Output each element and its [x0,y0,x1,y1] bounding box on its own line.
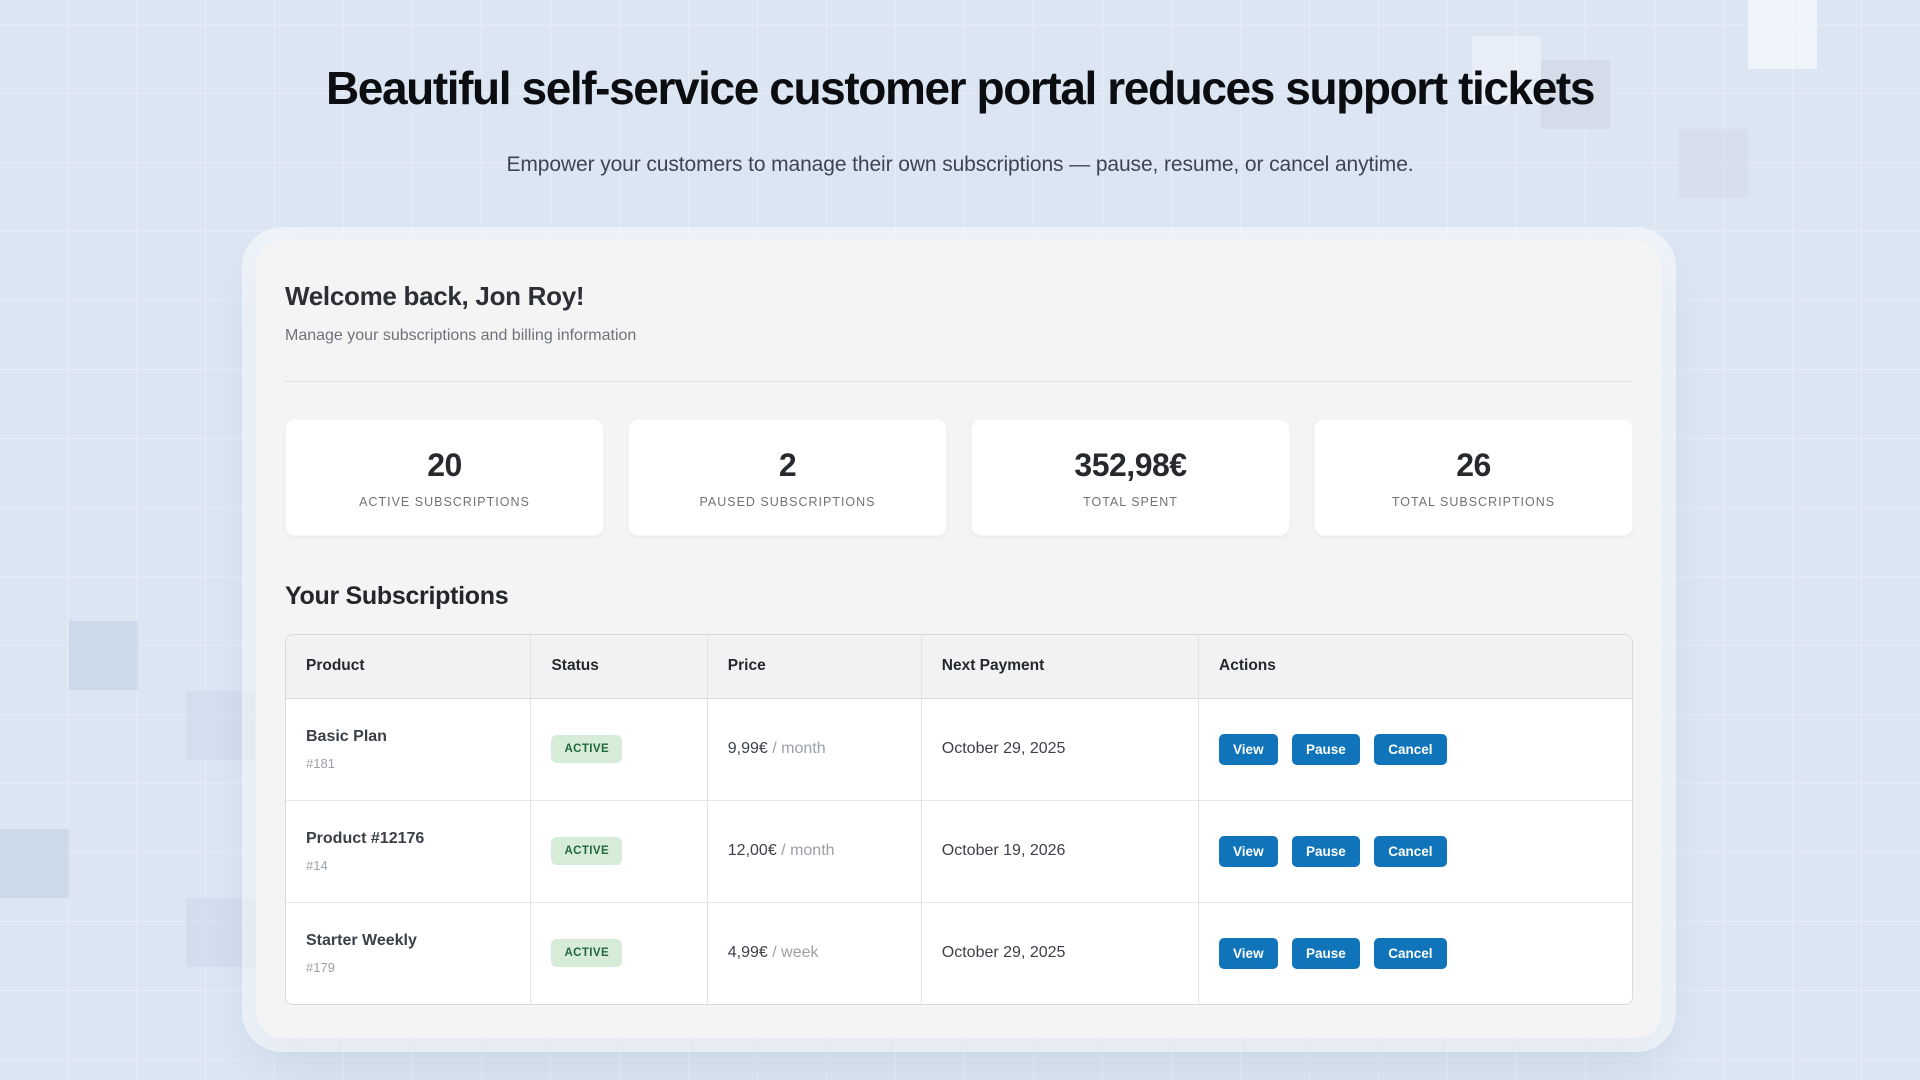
background-pixel [69,621,138,690]
view-button[interactable]: View [1219,733,1278,765]
product-name: Starter Weekly [306,931,417,949]
column-header-price: Price [706,635,922,699]
product-name: Product #12176 [306,829,425,847]
stat-card-total-spent: 352,98€ TOTAL SPENT [971,419,1290,536]
table-header-row: Product Status Price Next Payment Action… [286,635,1632,699]
stat-label: ACTIVE SUBSCRIPTIONS [359,494,530,509]
column-header-actions: Actions [1198,635,1632,699]
background-pixel [0,829,69,898]
cancel-button[interactable]: Cancel [1374,733,1447,765]
page-title: Beautiful self-service customer portal r… [325,62,1595,114]
table-row: Product #12176 #14 ACTIVE 12,00€ / month… [286,799,1632,902]
hero-section: Beautiful self-service customer portal r… [0,0,1920,177]
stat-value: 2 [778,446,797,483]
product-id: #181 [306,755,335,771]
pause-button[interactable]: Pause [1292,835,1360,867]
price-period: / month [781,842,835,859]
pause-button[interactable]: Pause [1292,733,1360,765]
welcome-subheading: Manage your subscriptions and billing in… [285,327,637,344]
product-id: #14 [306,857,328,873]
price-period: / week [772,944,819,962]
background-pixel [186,691,255,760]
stat-card-total-subscriptions: 26 TOTAL SUBSCRIPTIONS [1314,419,1633,536]
next-payment-date: October 19, 2026 [920,799,1199,902]
view-button[interactable]: View [1219,835,1278,867]
column-header-status: Status [530,635,708,699]
stat-card-active-subscriptions: 20 ACTIVE SUBSCRIPTIONS [285,419,604,536]
customer-portal-card: Welcome back, Jon Roy! Manage your subsc… [256,241,1662,1038]
cancel-button[interactable]: Cancel [1374,835,1447,867]
stats-row: 20 ACTIVE SUBSCRIPTIONS 2 PAUSED SUBSCRI… [285,419,1633,536]
divider [285,381,1633,382]
next-payment-date: October 29, 2025 [920,698,1199,800]
price-value: 12,00€ [727,842,777,859]
status-badge: ACTIVE [551,837,623,865]
cancel-button[interactable]: Cancel [1374,937,1447,969]
status-badge: ACTIVE [551,939,623,968]
status-badge: ACTIVE [551,735,623,763]
price-value: 9,99€ [727,740,768,757]
stat-label: TOTAL SPENT [1083,494,1178,509]
welcome-heading: Welcome back, Jon Roy! [285,281,585,311]
stat-value: 26 [1456,446,1491,483]
column-header-product: Product [286,635,531,699]
view-button[interactable]: View [1219,937,1278,969]
next-payment-date: October 29, 2025 [920,901,1199,1004]
table-row: Starter Weekly #179 ACTIVE 4,99€ / week … [286,901,1632,1004]
price-period: / month [772,740,826,757]
pause-button[interactable]: Pause [1292,937,1360,969]
product-id: #179 [306,959,335,975]
stat-value: 352,98€ [1074,446,1187,483]
product-name: Basic Plan [306,727,387,745]
column-header-next-payment: Next Payment [920,635,1199,699]
table-row: Basic Plan #181 ACTIVE 9,99€ / month Oct… [286,698,1632,800]
stat-card-paused-subscriptions: 2 PAUSED SUBSCRIPTIONS [628,419,947,536]
background-pixel [186,898,255,967]
subscriptions-heading: Your Subscriptions [285,582,509,610]
price-value: 4,99€ [727,944,768,962]
stat-label: PAUSED SUBSCRIPTIONS [699,494,876,509]
page-subtitle: Empower your customers to manage their o… [506,152,1414,176]
stat-label: TOTAL SUBSCRIPTIONS [1391,494,1556,509]
stat-value: 20 [427,446,462,483]
subscriptions-table: Product Status Price Next Payment Action… [285,634,1633,1005]
